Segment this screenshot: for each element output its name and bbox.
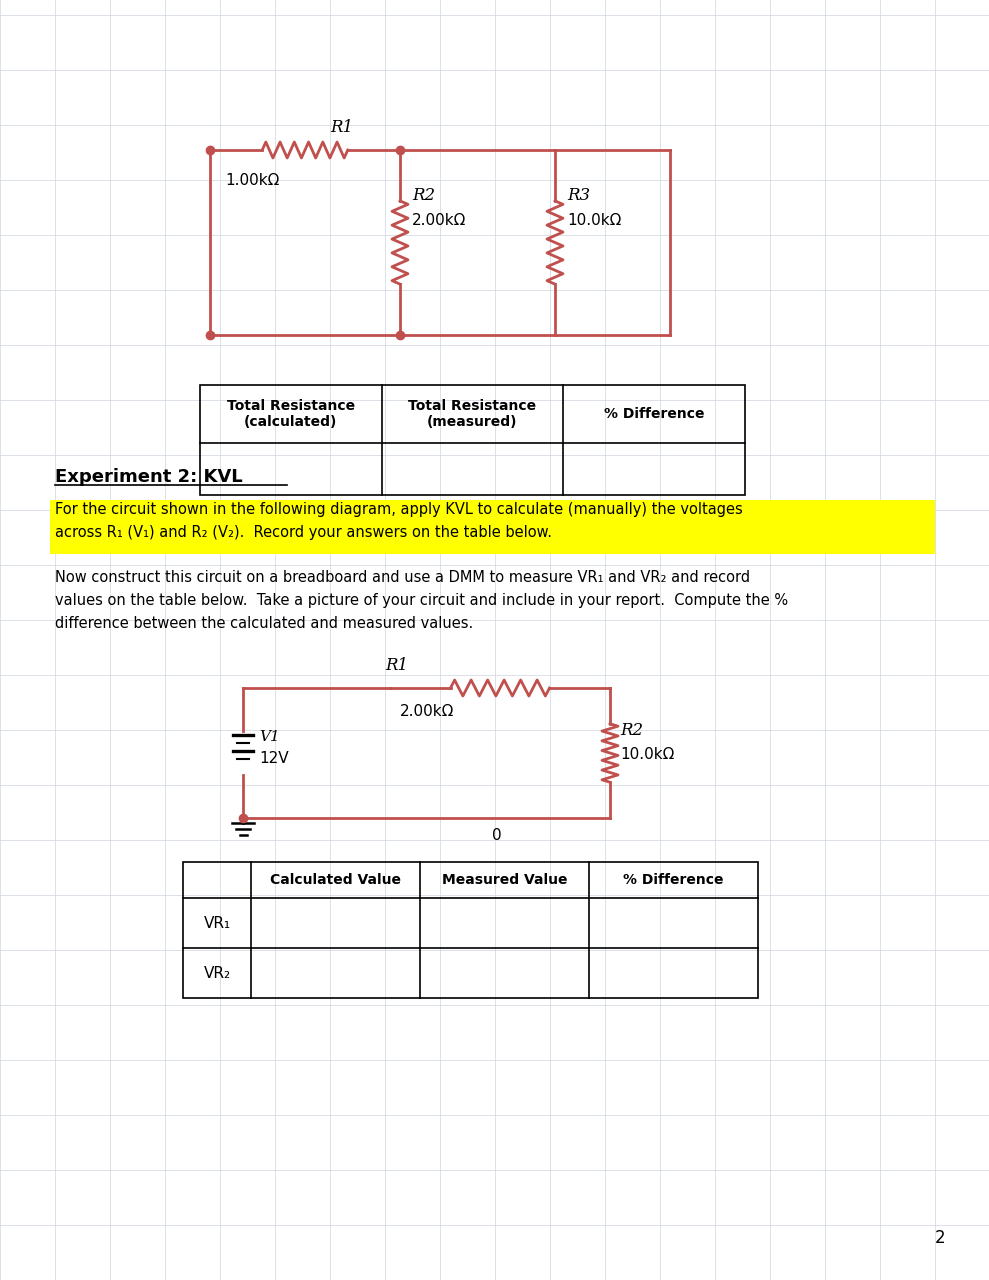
Text: R1: R1	[385, 657, 408, 675]
Text: R2: R2	[620, 722, 643, 739]
Text: Calculated Value: Calculated Value	[270, 873, 401, 887]
Text: VR₂: VR₂	[204, 965, 230, 980]
Text: R2: R2	[412, 187, 435, 204]
Text: 2.00kΩ: 2.00kΩ	[400, 704, 454, 719]
Text: V1: V1	[259, 730, 280, 744]
Text: R3: R3	[567, 187, 590, 204]
Text: Measured Value: Measured Value	[442, 873, 568, 887]
Text: 0: 0	[492, 828, 501, 844]
Text: Now construct this circuit on a breadboard and use a DMM to measure VR₁ and VR₂ : Now construct this circuit on a breadboa…	[55, 570, 788, 631]
Bar	[50, 500, 935, 554]
Bar	[183, 861, 758, 998]
Text: % Difference: % Difference	[623, 873, 724, 887]
Text: Total Resistance
(measured): Total Resistance (measured)	[408, 399, 537, 429]
Text: Total Resistance
(calculated): Total Resistance (calculated)	[226, 399, 355, 429]
Text: For the circuit shown in the following diagram, apply KVL to calculate (manually: For the circuit shown in the following d…	[55, 502, 743, 540]
Text: 12V: 12V	[259, 751, 289, 765]
Text: 1.00kΩ: 1.00kΩ	[225, 173, 279, 188]
Bar	[200, 385, 745, 495]
Text: 10.0kΩ: 10.0kΩ	[620, 748, 674, 762]
Text: 2: 2	[935, 1229, 945, 1247]
Text: % Difference: % Difference	[604, 407, 704, 421]
Text: R1: R1	[330, 119, 353, 136]
Text: Experiment 2: KVL: Experiment 2: KVL	[55, 468, 242, 486]
Text: VR₁: VR₁	[204, 915, 230, 931]
Text: 10.0kΩ: 10.0kΩ	[567, 212, 621, 228]
Text: 2.00kΩ: 2.00kΩ	[412, 212, 467, 228]
